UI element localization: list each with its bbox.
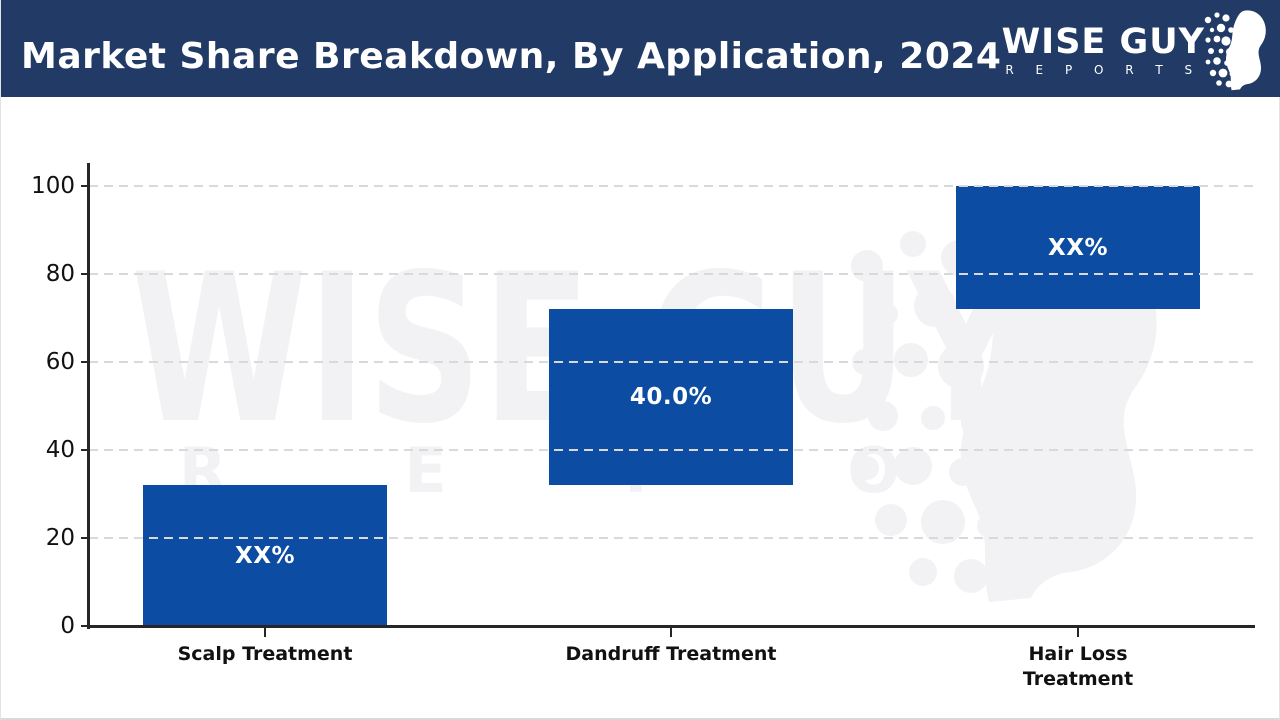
y-tick-mark (81, 273, 90, 275)
gridline-40 (89, 449, 1254, 451)
x-category-label-line: Treatment (1022, 668, 1134, 690)
y-tick-mark (81, 185, 90, 187)
bar-value-label: XX% (234, 542, 295, 569)
gridline-20 (89, 537, 1254, 539)
y-tick-mark (81, 361, 90, 363)
x-category-label-line: Scalp Treatment (177, 643, 353, 665)
y-tick-label: 20 (45, 525, 75, 551)
y-tick-label: 100 (31, 173, 75, 199)
brand-logo-text: WISE GUY R E P O R T S (1002, 24, 1205, 77)
y-tick-mark (81, 625, 90, 627)
y-tick-mark (81, 449, 90, 451)
x-category-label: Scalp Treatment (105, 642, 425, 667)
bar-value-label: XX% (1047, 234, 1108, 261)
x-tick-mark (264, 628, 266, 637)
gridline-80 (89, 273, 1254, 275)
brand-logo-subtext: R E P O R T S (1005, 62, 1202, 77)
y-tick-label: 80 (45, 261, 75, 287)
header-bar: Market Share Breakdown, By Application, … (1, 0, 1280, 97)
bar-scalp-treatment: XX% (143, 485, 387, 626)
x-axis-line (87, 625, 1255, 628)
page-title: Market Share Breakdown, By Application, … (21, 36, 1002, 77)
brand-logo-face-icon (1204, 10, 1266, 91)
x-category-label-line: Hair Loss (1028, 643, 1128, 665)
x-tick-mark (670, 628, 672, 637)
x-category-label: Hair Loss Treatment (918, 642, 1238, 692)
y-tick-mark (81, 537, 90, 539)
brand-logo-wordmark: WISE GUY (1001, 22, 1205, 62)
x-category-label-line: Dandruff Treatment (565, 643, 777, 665)
y-tick-label: 40 (45, 437, 75, 463)
gridline-60 (89, 361, 1254, 363)
gridline-100 (89, 185, 1254, 187)
y-tick-label: 0 (60, 613, 75, 639)
y-tick-label: 60 (45, 349, 75, 375)
x-tick-mark (1077, 628, 1079, 637)
x-category-label: Dandruff Treatment (511, 642, 831, 667)
brand-logo: WISE GUY R E P O R T S (1002, 8, 1266, 92)
bar-value-label: 40.0% (629, 384, 713, 411)
plot-area: 0 20 40 60 80 100 XX% Scalp Treatment 40.0% Dandr… (1, 97, 1280, 720)
bar-hair-loss-treatment: XX% (956, 186, 1200, 310)
y-axis-line (87, 163, 90, 629)
bar-dandruff-treatment: 40.0% (549, 309, 793, 486)
